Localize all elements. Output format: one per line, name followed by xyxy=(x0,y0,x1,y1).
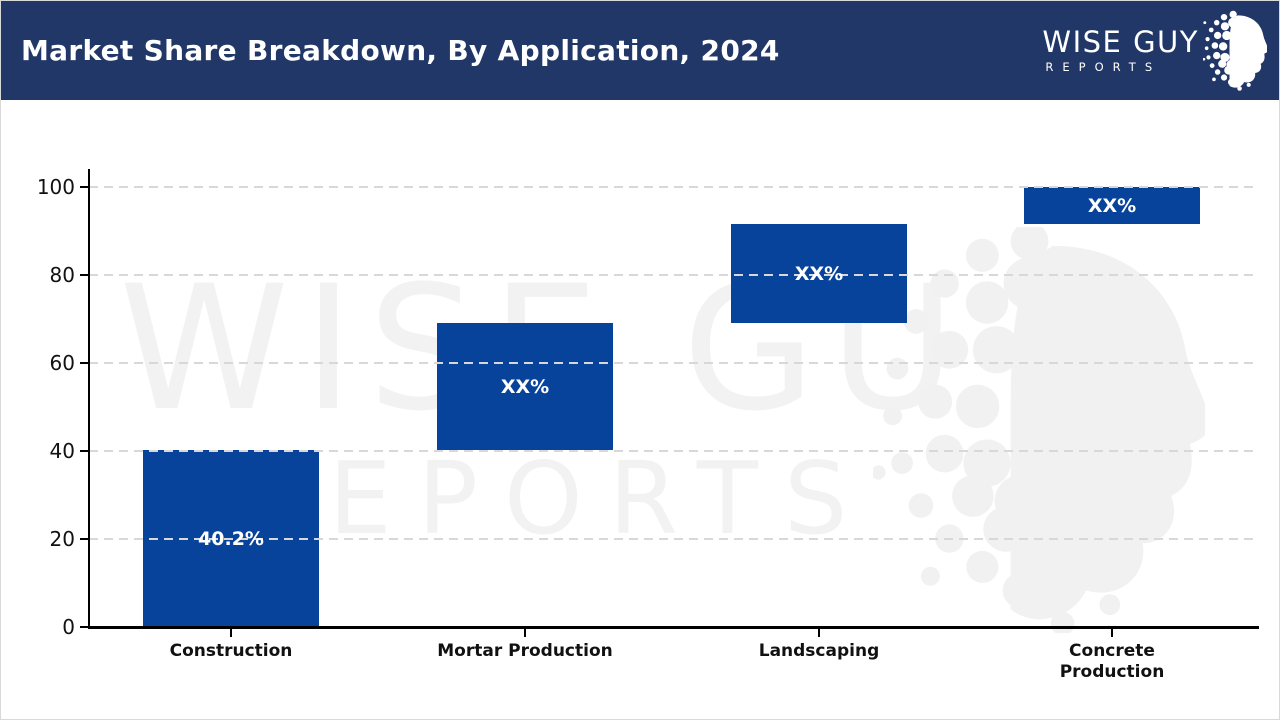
header-bar: Market Share Breakdown, By Application, … xyxy=(1,1,1279,100)
y-axis-spine xyxy=(88,169,90,629)
page-title: Market Share Breakdown, By Application, … xyxy=(21,34,780,67)
watermark-subtitle: REPORTS xyxy=(233,440,874,557)
y-tick-label-20: 20 xyxy=(49,527,75,551)
bar-value-label: XX% xyxy=(1087,194,1137,217)
x-tick-1 xyxy=(524,629,526,637)
logo-text: WISE GUY REPORTS xyxy=(1042,27,1199,74)
bar-value-label: 40.2% xyxy=(198,527,264,550)
category-label-mortar-production: Mortar Production xyxy=(437,641,613,661)
x-tick-2 xyxy=(818,629,820,637)
gridline-60 xyxy=(89,362,1259,364)
y-tick-label-0: 0 xyxy=(62,615,75,639)
x-tick-3 xyxy=(1111,629,1113,637)
y-tick-80 xyxy=(80,274,88,276)
y-tick-label-80: 80 xyxy=(49,263,75,287)
gridline-100 xyxy=(89,186,1259,188)
y-tick-label-100: 100 xyxy=(36,175,75,199)
bar-value-label: XX% xyxy=(500,375,550,398)
logo-subtitle: REPORTS xyxy=(1045,60,1162,74)
y-tick-40 xyxy=(80,450,88,452)
category-label-landscaping: Landscaping xyxy=(758,641,880,661)
bar-concrete-production xyxy=(1024,187,1200,225)
x-axis-spine xyxy=(88,626,1259,629)
wiseguy-logo: WISE GUY REPORTS xyxy=(1042,1,1267,100)
watermark-head-graphic xyxy=(873,227,1205,633)
y-tick-100 xyxy=(80,186,88,188)
bar-mortar-production xyxy=(437,323,613,451)
gridline-20 xyxy=(89,538,1259,540)
x-tick-0 xyxy=(230,629,232,637)
category-label-concrete-production: Concrete Production xyxy=(1059,641,1165,682)
y-tick-label-60: 60 xyxy=(49,351,75,375)
gridline-80 xyxy=(89,274,1259,276)
y-tick-0 xyxy=(80,626,88,628)
bar-value-label: XX% xyxy=(794,262,844,285)
y-tick-label-40: 40 xyxy=(49,439,75,463)
logo-head-icon xyxy=(1203,10,1267,91)
gridline-40 xyxy=(89,450,1259,452)
category-label-construction: Construction xyxy=(169,641,293,661)
y-tick-20 xyxy=(80,538,88,540)
logo-wordmark: WISE GUY xyxy=(1042,25,1199,59)
y-tick-60 xyxy=(80,362,88,364)
bar-landscaping xyxy=(731,224,907,324)
